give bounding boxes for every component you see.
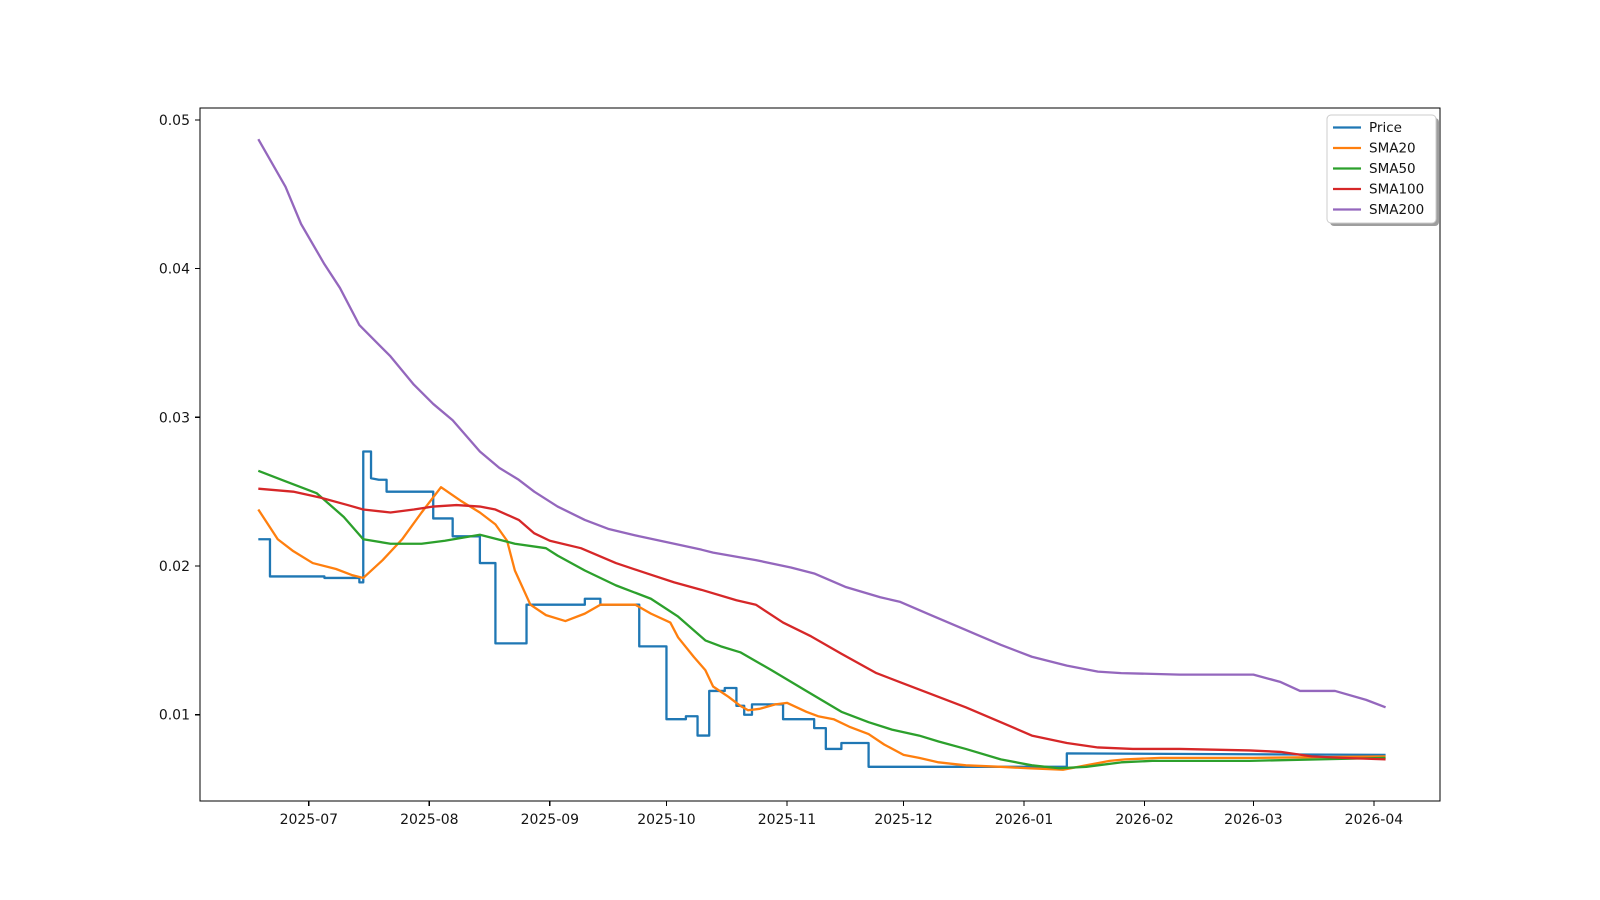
y-tick-label: 0.03	[159, 410, 190, 426]
x-tick-label: 2025-12	[874, 812, 933, 828]
series-line-sma200	[257, 138, 1386, 709]
x-tick-label: 2026-03	[1224, 812, 1283, 828]
x-tick-label: 2025-11	[758, 812, 817, 828]
legend-label-sma200: SMA200	[1369, 202, 1424, 218]
series-line-sma50	[257, 469, 1386, 770]
legend-label-sma100: SMA100	[1369, 182, 1424, 198]
y-tick-label: 0.05	[159, 113, 190, 129]
x-tick-label: 2025-08	[400, 812, 459, 828]
x-tick-label: 2026-04	[1345, 812, 1404, 828]
legend-label-sma20: SMA20	[1369, 141, 1416, 157]
legend: Price SMA20 SMA50 SMA100 SMA200	[1326, 114, 1439, 226]
y-tick-label: 0.02	[159, 559, 190, 575]
x-tick-label: 2026-02	[1115, 812, 1174, 828]
legend-label-price: Price	[1369, 120, 1402, 136]
y-tick-label: 0.04	[159, 262, 190, 278]
x-tick-label: 2025-09	[521, 812, 580, 828]
legend-box	[1326, 114, 1437, 224]
series-line-sma100	[258, 487, 1386, 761]
x-tick-label: 2025-10	[637, 812, 696, 828]
legend-label-sma50: SMA50	[1369, 161, 1416, 177]
axes-layer: 2025-07 2025-08 2025-09 2025-10 2025-11 2025-…	[159, 107, 1441, 828]
series-layer	[257, 138, 1386, 771]
y-tick-label: 0.01	[159, 708, 190, 724]
x-tick-label: 2026-01	[995, 812, 1054, 828]
series-line-price	[258, 450, 1386, 768]
plot-border	[199, 107, 1441, 802]
x-tick-label: 2025-07	[280, 812, 339, 828]
